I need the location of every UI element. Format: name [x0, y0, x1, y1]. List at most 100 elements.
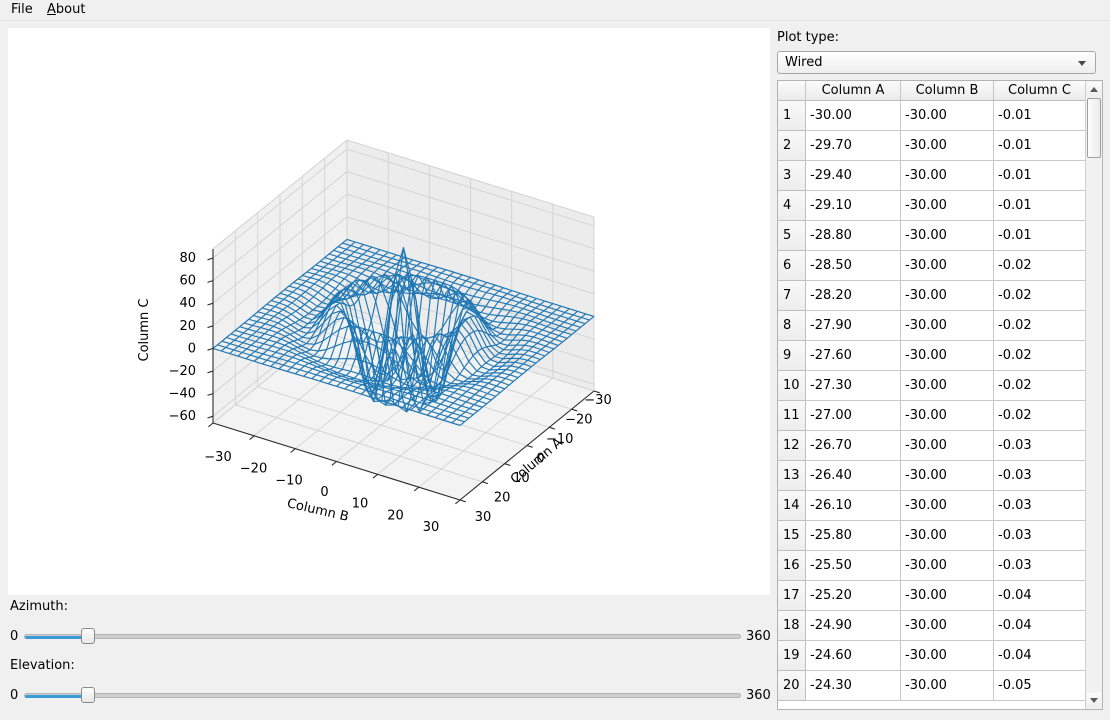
- cell-column-b[interactable]: -30.00: [901, 551, 994, 581]
- menu-file[interactable]: File: [8, 2, 36, 17]
- cell-column-b[interactable]: -30.00: [901, 581, 994, 611]
- row-number[interactable]: 11: [778, 401, 806, 431]
- cell-column-b[interactable]: -30.00: [901, 341, 994, 371]
- table-row[interactable]: 12 -26.70 -30.00 -0.03: [778, 431, 1086, 461]
- cell-column-b[interactable]: -30.00: [901, 161, 994, 191]
- table-row[interactable]: 6 -28.50 -30.00 -0.02: [778, 251, 1086, 281]
- cell-column-a[interactable]: -24.60: [806, 641, 901, 671]
- row-number[interactable]: 14: [778, 491, 806, 521]
- cell-column-c[interactable]: -0.04: [994, 641, 1086, 671]
- cell-column-c[interactable]: -0.02: [994, 401, 1086, 431]
- azimuth-slider-handle[interactable]: [81, 628, 95, 644]
- cell-column-a[interactable]: -27.60: [806, 341, 901, 371]
- azimuth-slider-track[interactable]: [24, 634, 741, 639]
- cell-column-c[interactable]: -0.02: [994, 311, 1086, 341]
- table-row[interactable]: 18 -24.90 -30.00 -0.04: [778, 611, 1086, 641]
- cell-column-a[interactable]: -27.00: [806, 401, 901, 431]
- row-number[interactable]: 19: [778, 641, 806, 671]
- row-number[interactable]: 6: [778, 251, 806, 281]
- table-row[interactable]: 13 -26.40 -30.00 -0.03: [778, 461, 1086, 491]
- table-row[interactable]: 1 -30.00 -30.00 -0.01: [778, 101, 1086, 131]
- row-number[interactable]: 1: [778, 101, 806, 131]
- cell-column-a[interactable]: -28.20: [806, 281, 901, 311]
- cell-column-b[interactable]: -30.00: [901, 521, 994, 551]
- cell-column-c[interactable]: -0.04: [994, 581, 1086, 611]
- cell-column-b[interactable]: -30.00: [901, 401, 994, 431]
- cell-column-a[interactable]: -26.70: [806, 431, 901, 461]
- scroll-down-button[interactable]: [1087, 693, 1101, 708]
- cell-column-b[interactable]: -30.00: [901, 251, 994, 281]
- scroll-up-button[interactable]: [1087, 82, 1101, 97]
- table-row[interactable]: 20 -24.30 -30.00 -0.05: [778, 671, 1086, 701]
- table-row[interactable]: 14 -26.10 -30.00 -0.03: [778, 491, 1086, 521]
- cell-column-a[interactable]: -27.90: [806, 311, 901, 341]
- table-row[interactable]: 3 -29.40 -30.00 -0.01: [778, 161, 1086, 191]
- row-number[interactable]: 10: [778, 371, 806, 401]
- table-row[interactable]: 19 -24.60 -30.00 -0.04: [778, 641, 1086, 671]
- cell-column-a[interactable]: -26.10: [806, 491, 901, 521]
- cell-column-c[interactable]: -0.03: [994, 551, 1086, 581]
- cell-column-b[interactable]: -30.00: [901, 641, 994, 671]
- cell-column-c[interactable]: -0.03: [994, 461, 1086, 491]
- cell-column-a[interactable]: -29.70: [806, 131, 901, 161]
- table-row[interactable]: 8 -27.90 -30.00 -0.02: [778, 311, 1086, 341]
- elevation-slider-track[interactable]: [24, 693, 741, 698]
- cell-column-c[interactable]: -0.03: [994, 431, 1086, 461]
- cell-column-a[interactable]: -26.40: [806, 461, 901, 491]
- cell-column-a[interactable]: -25.50: [806, 551, 901, 581]
- column-c-header[interactable]: Column C: [994, 81, 1086, 100]
- cell-column-b[interactable]: -30.00: [901, 371, 994, 401]
- table-row[interactable]: 16 -25.50 -30.00 -0.03: [778, 551, 1086, 581]
- cell-column-a[interactable]: -28.80: [806, 221, 901, 251]
- row-number[interactable]: 7: [778, 281, 806, 311]
- cell-column-c[interactable]: -0.01: [994, 101, 1086, 131]
- cell-column-c[interactable]: -0.01: [994, 161, 1086, 191]
- cell-column-c[interactable]: -0.01: [994, 191, 1086, 221]
- table-row[interactable]: 4 -29.10 -30.00 -0.01: [778, 191, 1086, 221]
- row-number[interactable]: 15: [778, 521, 806, 551]
- row-number[interactable]: 18: [778, 611, 806, 641]
- cell-column-b[interactable]: -30.00: [901, 431, 994, 461]
- table-row[interactable]: 9 -27.60 -30.00 -0.02: [778, 341, 1086, 371]
- table-row[interactable]: 11 -27.00 -30.00 -0.02: [778, 401, 1086, 431]
- row-number[interactable]: 17: [778, 581, 806, 611]
- cell-column-a[interactable]: -28.50: [806, 251, 901, 281]
- cell-column-c[interactable]: -0.03: [994, 521, 1086, 551]
- table-row[interactable]: 17 -25.20 -30.00 -0.04: [778, 581, 1086, 611]
- cell-column-a[interactable]: -30.00: [806, 101, 901, 131]
- table-row[interactable]: 10 -27.30 -30.00 -0.02: [778, 371, 1086, 401]
- cell-column-b[interactable]: -30.00: [901, 281, 994, 311]
- cell-column-b[interactable]: -30.00: [901, 221, 994, 251]
- cell-column-a[interactable]: -29.40: [806, 161, 901, 191]
- table-row[interactable]: 7 -28.20 -30.00 -0.02: [778, 281, 1086, 311]
- cell-column-b[interactable]: -30.00: [901, 131, 994, 161]
- cell-column-a[interactable]: -25.80: [806, 521, 901, 551]
- row-number[interactable]: 3: [778, 161, 806, 191]
- menu-about[interactable]: About: [44, 2, 88, 17]
- row-number[interactable]: 12: [778, 431, 806, 461]
- row-number[interactable]: 20: [778, 671, 806, 701]
- cell-column-c[interactable]: -0.02: [994, 281, 1086, 311]
- cell-column-c[interactable]: -0.03: [994, 491, 1086, 521]
- cell-column-c[interactable]: -0.01: [994, 221, 1086, 251]
- scrollbar-thumb[interactable]: [1087, 98, 1101, 158]
- cell-column-c[interactable]: -0.02: [994, 371, 1086, 401]
- column-b-header[interactable]: Column B: [901, 81, 994, 100]
- cell-column-b[interactable]: -30.00: [901, 611, 994, 641]
- cell-column-c[interactable]: -0.02: [994, 251, 1086, 281]
- plot-type-select[interactable]: Wired: [777, 51, 1096, 74]
- row-number[interactable]: 4: [778, 191, 806, 221]
- cell-column-c[interactable]: -0.04: [994, 611, 1086, 641]
- row-number[interactable]: 2: [778, 131, 806, 161]
- cell-column-a[interactable]: -24.30: [806, 671, 901, 701]
- row-number[interactable]: 8: [778, 311, 806, 341]
- cell-column-b[interactable]: -30.00: [901, 311, 994, 341]
- cell-column-c[interactable]: -0.05: [994, 671, 1086, 701]
- plot-canvas[interactable]: −30 −20 −10 0 10 20 30 −30 −20 −10 0 10 20 30 −60 −40 −2…: [8, 28, 770, 595]
- cell-column-c[interactable]: -0.01: [994, 131, 1086, 161]
- row-number[interactable]: 13: [778, 461, 806, 491]
- row-number[interactable]: 9: [778, 341, 806, 371]
- cell-column-a[interactable]: -27.30: [806, 371, 901, 401]
- cell-column-b[interactable]: -30.00: [901, 491, 994, 521]
- cell-column-c[interactable]: -0.02: [994, 341, 1086, 371]
